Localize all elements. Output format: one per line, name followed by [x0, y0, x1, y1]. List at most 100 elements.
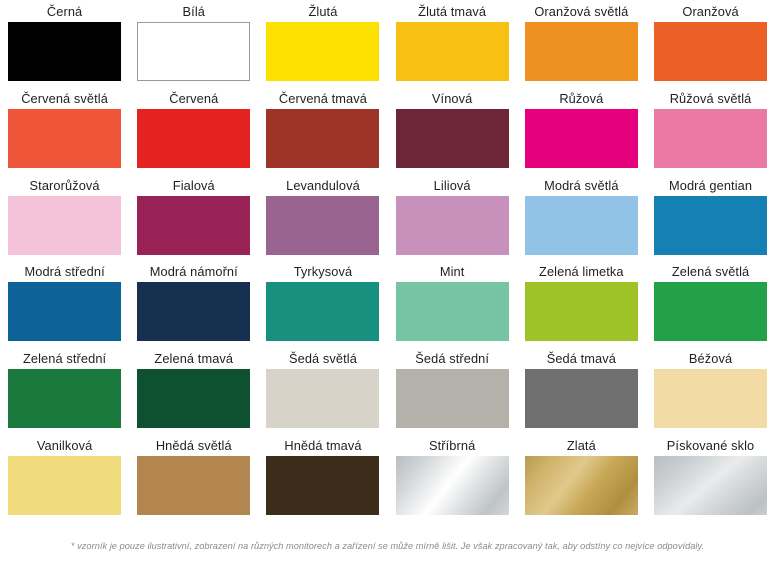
- swatch-label: Modrá gentian: [668, 177, 753, 193]
- color-swatch-grid: Černá Bílá Žlutá Žlutá tmavá Oranžová světlá…: [0, 0, 775, 521]
- swatch-cell[interactable]: Žlutá: [258, 0, 387, 87]
- swatch-label: Oranžová světlá: [534, 4, 629, 19]
- swatch-cell[interactable]: Zelená světlá: [646, 260, 775, 347]
- swatch-label: Modrá námořní: [149, 264, 238, 280]
- swatch-cell[interactable]: Pískované sklo: [646, 434, 775, 521]
- swatch-chip[interactable]: [524, 455, 638, 515]
- swatch-chip[interactable]: [266, 282, 380, 342]
- swatch-cell[interactable]: Levandulová: [258, 174, 387, 261]
- swatch-cell[interactable]: Šedá tmavá: [517, 347, 646, 434]
- swatch-label: Červená tmavá: [278, 90, 367, 106]
- swatch-cell[interactable]: Oranžová: [646, 0, 775, 87]
- swatch-cell[interactable]: Bílá: [129, 0, 258, 87]
- swatch-chip[interactable]: [8, 22, 122, 81]
- swatch-cell[interactable]: Modrá střední: [0, 260, 129, 347]
- swatch-chip[interactable]: [137, 369, 251, 429]
- swatch-chip[interactable]: [266, 22, 380, 81]
- swatch-cell[interactable]: Zlatá: [517, 434, 646, 521]
- swatch-cell[interactable]: Černá: [0, 0, 129, 87]
- swatch-label: Oranžová: [682, 4, 739, 19]
- swatch-chip[interactable]: [137, 282, 251, 342]
- swatch-chip[interactable]: [654, 195, 768, 255]
- swatch-cell[interactable]: Hnědá světlá: [129, 434, 258, 521]
- swatch-cell[interactable]: Béžová: [646, 347, 775, 434]
- swatch-label: Černá: [46, 4, 83, 19]
- swatch-chip[interactable]: [8, 282, 122, 342]
- swatch-chip[interactable]: [524, 108, 638, 168]
- swatch-chip[interactable]: [266, 195, 380, 255]
- swatch-label: Růžová: [559, 90, 604, 106]
- swatch-cell[interactable]: Hnědá tmavá: [258, 434, 387, 521]
- swatch-label: Šedá tmavá: [546, 351, 616, 367]
- swatch-chip[interactable]: [266, 455, 380, 515]
- swatch-chip[interactable]: [8, 108, 122, 168]
- footnote-disclaimer: * vzorník je pouze ilustrativní, zobraze…: [70, 541, 705, 551]
- swatch-cell[interactable]: Mint: [388, 260, 517, 347]
- swatch-chip[interactable]: [524, 22, 638, 81]
- swatch-label: Šedá střední: [415, 351, 490, 367]
- swatch-label: Modrá světlá: [544, 177, 619, 193]
- swatch-cell[interactable]: Fialová: [129, 174, 258, 261]
- swatch-label: Šedá světlá: [288, 351, 357, 367]
- swatch-label: Zelená limetka: [539, 264, 624, 280]
- swatch-cell[interactable]: Zelená střední: [0, 347, 129, 434]
- swatch-chip[interactable]: [395, 369, 509, 429]
- swatch-cell[interactable]: Modrá gentian: [646, 174, 775, 261]
- swatch-chip[interactable]: [395, 282, 509, 342]
- swatch-label: Vínová: [431, 90, 473, 106]
- swatch-cell[interactable]: Stříbrná: [388, 434, 517, 521]
- swatch-chip[interactable]: [8, 455, 122, 515]
- swatch-cell[interactable]: Tyrkysová: [258, 260, 387, 347]
- swatch-chip[interactable]: [654, 108, 768, 168]
- swatch-cell[interactable]: Zelená limetka: [517, 260, 646, 347]
- swatch-label: Tyrkysová: [293, 264, 353, 280]
- swatch-label: Zelená tmavá: [154, 351, 234, 367]
- swatch-cell[interactable]: Růžová světlá: [646, 87, 775, 174]
- swatch-cell[interactable]: Růžová: [517, 87, 646, 174]
- swatch-label: Modrá střední: [24, 264, 105, 280]
- swatch-chip[interactable]: [8, 195, 122, 255]
- swatch-cell[interactable]: Červená tmavá: [258, 87, 387, 174]
- swatch-label: Fialová: [172, 177, 215, 193]
- swatch-chip[interactable]: [395, 195, 509, 255]
- swatch-cell[interactable]: Liliová: [388, 174, 517, 261]
- swatch-chip[interactable]: [524, 369, 638, 429]
- swatch-chip[interactable]: [395, 455, 509, 515]
- swatch-label: Stříbrná: [428, 437, 476, 453]
- swatch-chip[interactable]: [137, 22, 251, 81]
- swatch-label: Starorůžová: [29, 177, 100, 193]
- swatch-cell[interactable]: Vanilková: [0, 434, 129, 521]
- swatch-chip[interactable]: [524, 282, 638, 342]
- swatch-cell[interactable]: Vínová: [388, 87, 517, 174]
- swatch-chip[interactable]: [395, 22, 509, 81]
- swatch-label: Béžová: [688, 351, 733, 367]
- swatch-cell[interactable]: Starorůžová: [0, 174, 129, 261]
- swatch-cell[interactable]: Šedá světlá: [258, 347, 387, 434]
- swatch-label: Zelená světlá: [671, 264, 750, 280]
- swatch-cell[interactable]: Žlutá tmavá: [388, 0, 517, 87]
- swatch-cell[interactable]: Oranžová světlá: [517, 0, 646, 87]
- swatch-cell[interactable]: Modrá námořní: [129, 260, 258, 347]
- swatch-label: Liliová: [433, 177, 471, 193]
- swatch-cell[interactable]: Zelená tmavá: [129, 347, 258, 434]
- swatch-chip[interactable]: [395, 108, 509, 168]
- swatch-chip[interactable]: [137, 108, 251, 168]
- swatch-label: Zlatá: [566, 437, 596, 453]
- swatch-label: Červená světlá: [21, 90, 108, 106]
- swatch-cell[interactable]: Modrá světlá: [517, 174, 646, 261]
- swatch-chip[interactable]: [266, 369, 380, 429]
- swatch-chip[interactable]: [8, 369, 122, 429]
- swatch-chip[interactable]: [524, 195, 638, 255]
- swatch-cell[interactable]: Šedá střední: [388, 347, 517, 434]
- swatch-chip[interactable]: [654, 282, 768, 342]
- swatch-chip[interactable]: [654, 22, 768, 81]
- swatch-cell[interactable]: Červená světlá: [0, 87, 129, 174]
- swatch-cell[interactable]: Červená: [129, 87, 258, 174]
- swatch-chip[interactable]: [654, 369, 768, 429]
- swatch-label: Žlutá: [308, 4, 338, 19]
- swatch-chip[interactable]: [137, 455, 251, 515]
- swatch-chip[interactable]: [654, 455, 768, 515]
- swatch-chip[interactable]: [137, 195, 251, 255]
- swatch-chip[interactable]: [266, 108, 380, 168]
- swatch-label: Zelená střední: [22, 351, 107, 367]
